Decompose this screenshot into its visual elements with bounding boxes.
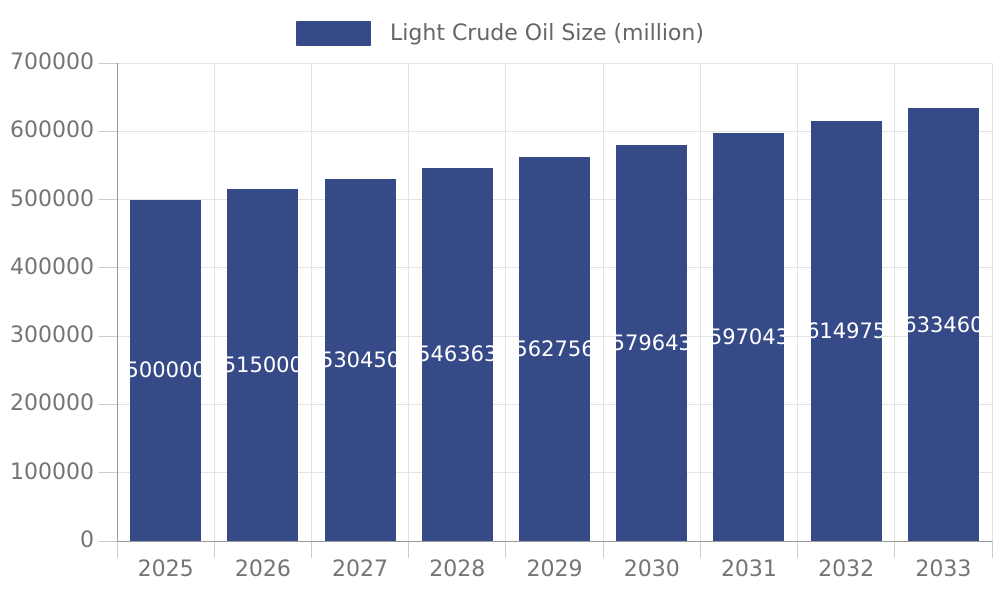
gridline-vertical: [505, 63, 507, 541]
y-axis-tick-label: 500000: [10, 186, 94, 212]
x-axis-tick-label: 2026: [234, 557, 291, 582]
x-axis-tick: [213, 541, 215, 558]
y-axis-tick: [99, 403, 117, 405]
bar-2029[interactable]: 562756: [519, 156, 590, 541]
x-axis-tick-label: 2027: [332, 557, 389, 582]
gridline-vertical: [213, 63, 215, 541]
legend-label: Light Crude Oil Size (million): [390, 21, 704, 46]
bar-2031[interactable]: 597043: [713, 133, 785, 541]
y-axis-tick: [99, 472, 117, 474]
x-axis-tick: [699, 541, 701, 558]
bar-2028[interactable]: 546363: [421, 167, 493, 541]
gridline-horizontal: [117, 62, 992, 64]
bar-2026[interactable]: 515000: [227, 189, 299, 541]
bar-value-label: 515000: [227, 353, 299, 378]
x-axis-tick: [991, 541, 993, 558]
x-axis-tick-label: 2029: [526, 557, 583, 582]
legend-swatch: [296, 21, 372, 46]
bar-value-label: 530450: [324, 347, 396, 372]
gridline-vertical: [602, 63, 604, 541]
x-axis-tick: [408, 541, 410, 558]
bar-value-label: 633460: [907, 312, 979, 337]
x-axis-tick-label: 2033: [915, 557, 972, 582]
gridline-vertical: [408, 63, 410, 541]
gridline-vertical: [894, 63, 896, 541]
x-axis-tick-label: 2025: [137, 557, 194, 582]
y-axis-tick-label: 200000: [10, 391, 94, 417]
gridline-vertical: [310, 63, 312, 541]
bar-2032[interactable]: 614975: [810, 121, 882, 541]
x-axis-tick: [894, 541, 896, 558]
legend-item[interactable]: Light Crude Oil Size (million): [0, 21, 1000, 46]
bar-value-label: 579643: [616, 331, 688, 356]
bar-value-label: 500000: [130, 358, 202, 383]
y-axis-tick-label: 700000: [10, 50, 94, 75]
x-axis-tick-label: 2028: [429, 557, 486, 582]
gridline-vertical: [797, 63, 799, 541]
y-axis-tick: [99, 267, 117, 269]
x-axis-tick: [602, 541, 604, 558]
bar-2025[interactable]: 500000: [130, 199, 202, 541]
gridline-horizontal: [117, 130, 992, 132]
bar-value-label: 562756: [519, 336, 590, 361]
y-axis-line: [116, 63, 118, 541]
bar-2027[interactable]: 530450: [324, 178, 396, 541]
x-axis-tick-label: 2030: [623, 557, 680, 582]
y-axis-tick: [99, 62, 117, 64]
x-axis-tick-label: 2032: [818, 557, 875, 582]
gridline-vertical: [991, 63, 993, 541]
y-axis-tick: [99, 335, 117, 337]
bar-value-label: 597043: [713, 325, 785, 350]
y-axis-tick-label: 600000: [10, 118, 94, 144]
x-axis-line: [117, 540, 992, 542]
y-axis-tick-label: 0: [80, 528, 94, 553]
bar-2033[interactable]: 633460: [907, 108, 979, 541]
bar-value-label: 546363: [421, 342, 493, 367]
y-axis-tick: [99, 199, 117, 201]
bar-value-label: 614975: [810, 319, 882, 344]
x-axis-tick: [116, 541, 118, 558]
x-axis-tick: [505, 541, 507, 558]
y-axis-tick-label: 100000: [10, 459, 94, 485]
y-axis-tick: [99, 540, 117, 542]
bar-2030[interactable]: 579643: [616, 145, 688, 541]
gridline-vertical: [699, 63, 701, 541]
x-axis-tick: [797, 541, 799, 558]
x-axis-tick-label: 2031: [720, 557, 777, 582]
y-axis-tick-label: 400000: [10, 254, 94, 280]
y-axis-tick: [99, 130, 117, 132]
y-axis-tick-label: 300000: [10, 323, 94, 349]
x-axis-tick: [310, 541, 312, 558]
